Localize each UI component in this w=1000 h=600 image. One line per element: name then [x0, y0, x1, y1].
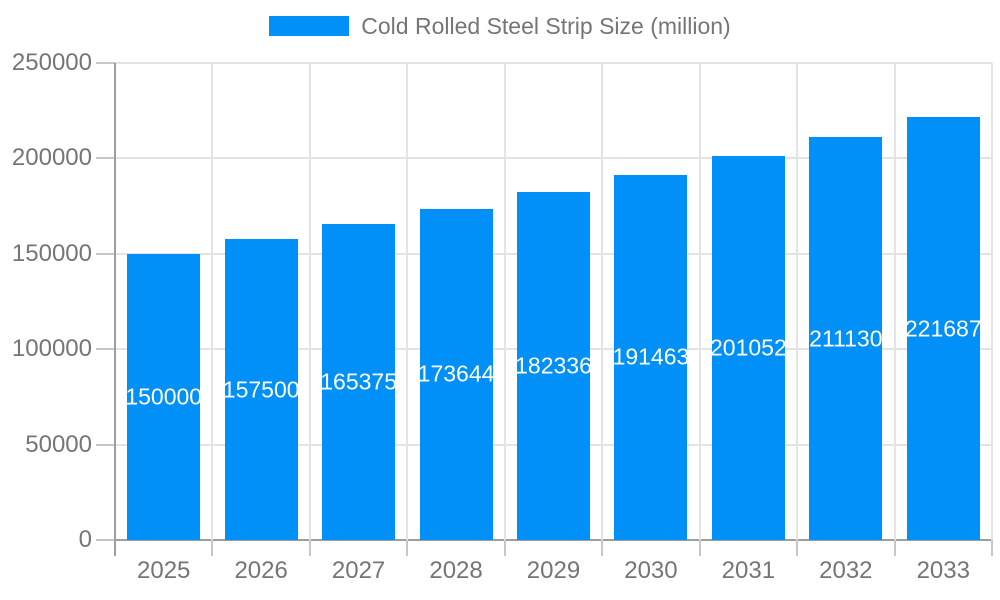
y-axis-label: 50000 [25, 430, 92, 458]
bar-value-label: 191463 [614, 343, 688, 370]
h-gridline [115, 62, 992, 64]
x-axis-label: 2030 [624, 557, 678, 584]
v-gridline [211, 63, 214, 540]
v-gridline [698, 63, 701, 540]
bar[interactable]: 150000 [127, 253, 201, 540]
v-gridline [503, 63, 506, 540]
y-axis-label: 250000 [11, 49, 92, 76]
x-axis-label: 2031 [721, 557, 776, 584]
v-gridline [308, 63, 311, 540]
y-axis-label: 100000 [11, 335, 92, 363]
y-axis-line [114, 63, 116, 556]
bar[interactable]: 182336 [517, 192, 590, 540]
bar[interactable]: 201052 [711, 156, 785, 540]
y-axis-tick [96, 348, 115, 351]
bar-value-label: 182336 [517, 352, 590, 379]
x-axis-label: 2033 [916, 557, 970, 584]
y-axis-label: 0 [78, 526, 92, 553]
y-axis-tick [96, 157, 115, 160]
legend: Cold Rolled Steel Strip Size (million) [0, 12, 1000, 40]
bar[interactable]: 165375 [322, 224, 396, 540]
x-axis-line [115, 539, 992, 541]
legend-label: Cold Rolled Steel Strip Size (million) [361, 13, 731, 39]
legend-swatch [269, 16, 350, 36]
bar-value-label: 165375 [322, 368, 396, 395]
x-axis-label: 2027 [331, 557, 386, 584]
y-axis-tick [96, 62, 115, 64]
x-axis-tick [796, 540, 799, 556]
x-axis-label: 2032 [819, 557, 873, 584]
x-axis-tick [503, 540, 506, 556]
bar[interactable]: 173644 [419, 208, 493, 540]
x-axis-label: 2028 [429, 557, 483, 584]
x-axis-label: 2025 [137, 557, 191, 584]
x-axis-label: 2029 [526, 557, 581, 584]
bar[interactable]: 191463 [614, 174, 688, 540]
bar[interactable]: 157500 [224, 239, 298, 540]
x-axis-label: 2026 [234, 557, 288, 584]
bar[interactable]: 221687 [906, 117, 980, 540]
v-gridline [893, 63, 896, 540]
h-gridline [115, 157, 992, 160]
bar-value-label: 157500 [224, 376, 298, 403]
y-axis-tick [96, 539, 115, 541]
x-axis-tick [601, 540, 604, 556]
v-gridline [406, 63, 409, 540]
x-axis-tick [698, 540, 701, 556]
y-axis-label: 150000 [11, 239, 92, 267]
v-gridline [796, 63, 799, 540]
bar-value-label: 211130 [809, 325, 883, 352]
y-axis-tick [96, 443, 115, 446]
bar-value-label: 173644 [419, 360, 493, 387]
y-axis-tick [96, 252, 115, 255]
bar-value-label: 201052 [711, 334, 785, 361]
x-axis-tick [893, 540, 896, 556]
x-axis-tick [211, 540, 214, 556]
v-gridline [991, 63, 993, 540]
bar[interactable]: 211130 [809, 137, 883, 540]
x-axis-tick [406, 540, 409, 556]
bar-value-label: 221687 [906, 315, 980, 341]
x-axis-tick [308, 540, 311, 556]
v-gridline [601, 63, 604, 540]
x-axis-tick [991, 540, 993, 556]
bar-value-label: 150000 [127, 383, 201, 410]
y-axis-label: 200000 [11, 144, 92, 172]
